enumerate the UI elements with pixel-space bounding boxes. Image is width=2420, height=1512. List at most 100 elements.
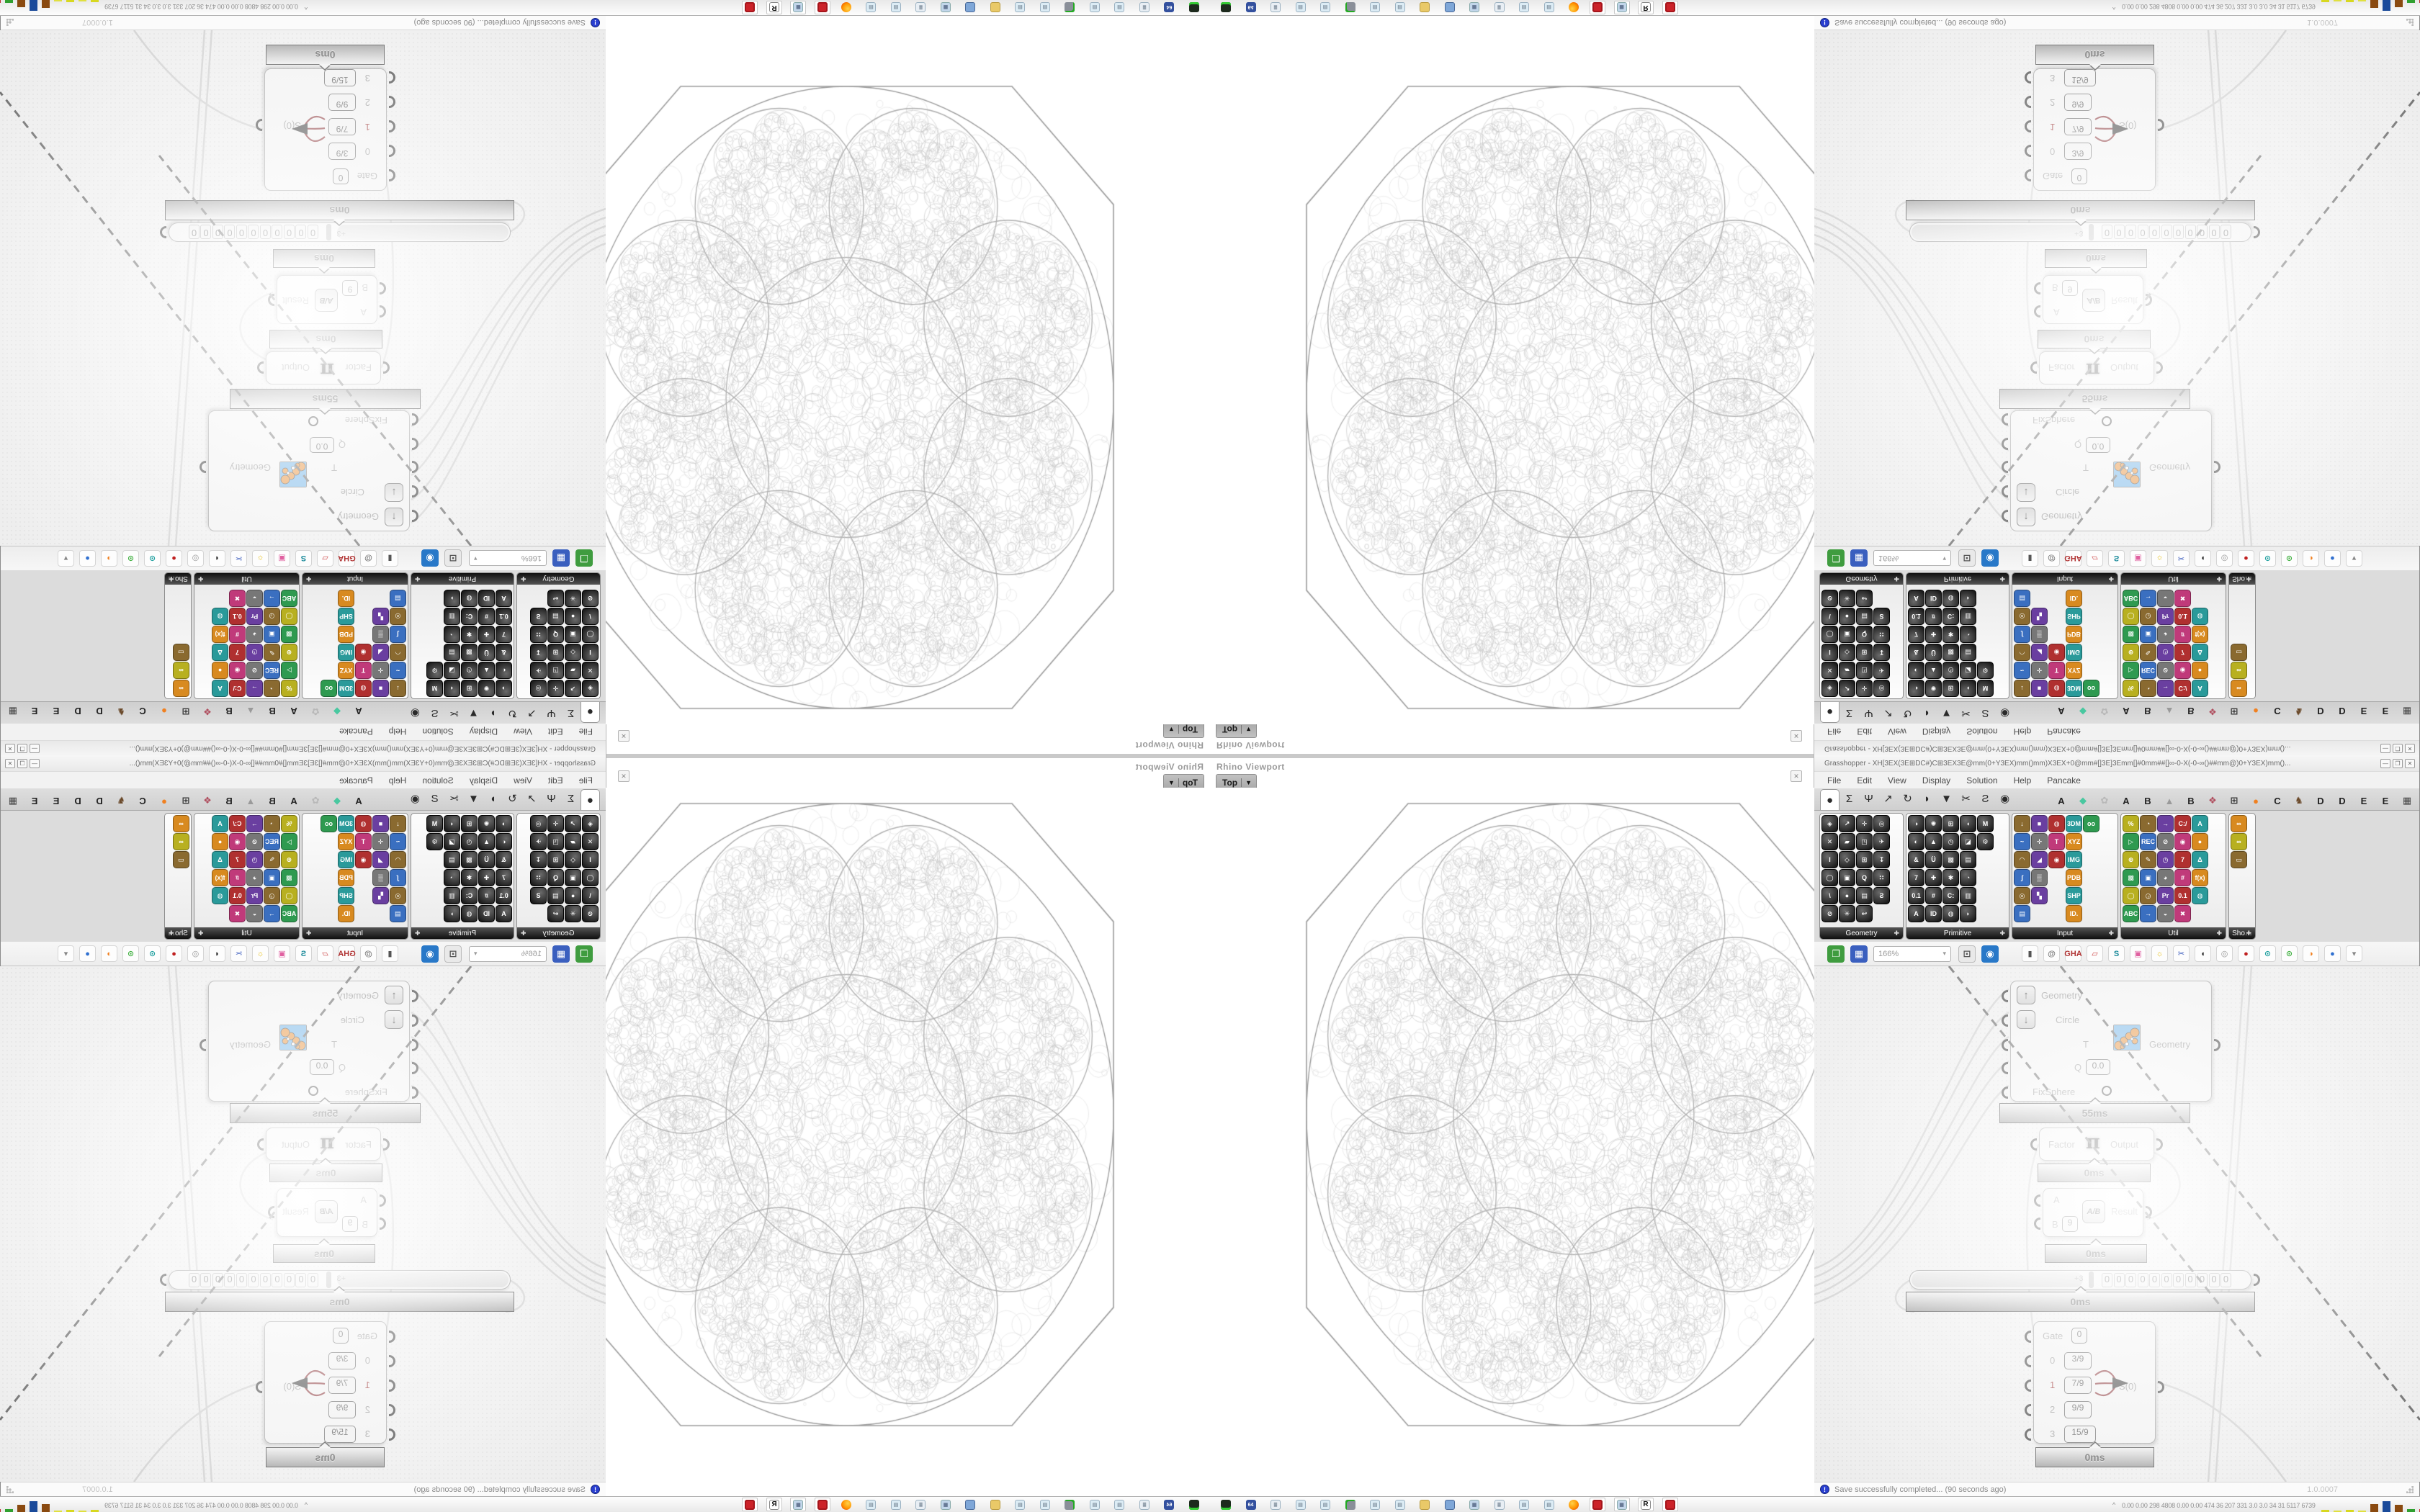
component-icon[interactable]: ✛ <box>1856 815 1873 832</box>
plugin-tab-1[interactable]: ◆ <box>2079 795 2087 806</box>
viewport-tab-top[interactable]: Top ▼ <box>1162 774 1204 788</box>
plugin-tab-11[interactable]: ♞ <box>2295 795 2303 806</box>
viewport-tab-top[interactable]: Top ▼ <box>1162 724 1204 738</box>
component-icon[interactable]: ✕ <box>1821 833 1838 850</box>
preview-eye-icon[interactable]: ◉ <box>1981 945 1999 963</box>
taskbar-icon-computer[interactable] <box>1444 1499 1456 1511</box>
component-icon[interactable]: ⊕ <box>281 851 297 868</box>
component-icon[interactable]: ◍ <box>461 590 478 607</box>
plugin-tab-6[interactable]: B <box>225 795 233 806</box>
component-icon[interactable]: I <box>582 644 599 661</box>
component-icon[interactable]: # <box>1925 608 1942 625</box>
component-icon[interactable]: Pr <box>246 608 263 625</box>
component-icon[interactable]: ◷ <box>461 833 478 850</box>
category-tab-6[interactable]: ▼ <box>1941 792 1952 805</box>
palette-group-label[interactable]: Primitive ✚ <box>411 573 514 585</box>
component-icon[interactable]: ∞ <box>2231 680 2247 697</box>
menu-display[interactable]: Display <box>469 775 498 786</box>
component-icon[interactable]: ▤ <box>1856 887 1873 904</box>
category-tab-2[interactable]: Ψ <box>547 707 556 720</box>
component-icon[interactable]: ✕ <box>1821 662 1838 679</box>
component-icon[interactable]: ◷ <box>246 644 263 661</box>
component-icon[interactable]: → <box>264 905 280 922</box>
component-icon[interactable]: C: <box>1942 887 1959 904</box>
taskbar-icon-notepad[interactable]: ▤ <box>1039 1499 1051 1511</box>
component-icon[interactable]: ◔ <box>264 680 280 697</box>
component-icon[interactable]: ID. <box>2066 905 2082 922</box>
component-icon[interactable]: → <box>246 680 263 697</box>
component-icon[interactable]: f(x) <box>212 626 228 643</box>
taskbar-running-icon-rhino[interactable]: R <box>766 1498 782 1511</box>
plugin-tab-14[interactable]: E <box>2360 706 2367 717</box>
taskbar-running-icon-rhino[interactable]: R <box>766 1 782 14</box>
taskbar-running-icon-addon[interactable] <box>1662 1 1678 14</box>
zoom-level-field[interactable]: 166% ▾ <box>469 945 547 962</box>
zoom-extents-icon[interactable]: ⊡ <box>1958 945 1976 963</box>
close-button[interactable]: ✕ <box>5 759 15 768</box>
taskbar-icon-notepad[interactable]: ▤ <box>890 1499 902 1511</box>
component-icon[interactable]: ✈ <box>530 833 547 850</box>
category-tab-9[interactable]: ◉ <box>1999 707 2010 719</box>
tray-expand-icon[interactable]: ^ <box>304 4 308 11</box>
component-icon[interactable]: ◐ <box>496 833 512 850</box>
category-tab-2[interactable]: Ψ <box>547 792 556 805</box>
component-icon[interactable]: ▤ <box>390 590 406 607</box>
component-icon[interactable]: ▣ <box>264 626 280 643</box>
component-icon[interactable]: # <box>1925 887 1942 904</box>
resize-grip[interactable] <box>6 19 14 27</box>
zoom-extents-icon[interactable]: ⊡ <box>444 549 462 567</box>
object-finder-icon[interactable]: S <box>2108 550 2125 567</box>
component-icon[interactable]: f(x) <box>2192 869 2208 886</box>
component-icon[interactable]: ◶ <box>264 887 280 904</box>
expand-plus-icon[interactable]: ✚ <box>415 575 421 583</box>
palette-group-label[interactable]: Primitive ✚ <box>1906 927 2009 939</box>
open-file-icon[interactable]: ❐ <box>575 945 593 963</box>
taskbar-icon-script[interactable]: ≣ <box>1494 1499 1505 1511</box>
taskbar-icon-script[interactable]: ≣ <box>915 1 927 13</box>
component-icon[interactable]: ◳ <box>1856 662 1873 679</box>
taskbar-running-icon-calc[interactable]: ▦ <box>790 1498 807 1511</box>
component-icon[interactable]: ▭ <box>2231 851 2247 868</box>
taskbar-icon-drive[interactable] <box>1220 1 1232 13</box>
taskbar-icon-firefox[interactable] <box>841 1 852 13</box>
taskbar-icon-floppy[interactable]: 64 <box>1245 1 1257 13</box>
component-icon[interactable]: ▰ <box>1839 833 1855 850</box>
component-icon[interactable]: # <box>229 869 246 886</box>
component-icon[interactable]: ▤ <box>444 644 460 661</box>
component-icon[interactable]: ~ <box>2014 662 2030 679</box>
plugin-tab-2[interactable]: ✿ <box>311 706 320 717</box>
taskbar-icon-computer[interactable] <box>965 1 977 13</box>
component-icon[interactable]: ◯ <box>582 626 599 643</box>
taskbar-icon-notepad[interactable]: ▤ <box>866 1 877 13</box>
component-icon[interactable]: ∫ <box>390 869 406 886</box>
category-tab-4[interactable]: ↻ <box>1903 793 1912 805</box>
component-icon[interactable]: ∞ <box>173 833 189 850</box>
component-icon[interactable]: ◷ <box>246 851 263 868</box>
category-tab-0[interactable]: ● <box>1820 789 1839 810</box>
grasshopper-canvas[interactable]: ↑ ↓ Geometry Circle T Q 0.0 FixSphere <box>1814 966 2420 1482</box>
component-icon[interactable]: ✛ <box>2031 662 2048 679</box>
palette-group-label[interactable]: Geometry ✚ <box>1820 573 1903 585</box>
expand-plus-icon[interactable]: ✚ <box>1999 929 2005 937</box>
taskbar-icon-firefox[interactable] <box>841 1499 852 1511</box>
component-icon[interactable]: 3DM <box>2066 680 2082 697</box>
component-icon[interactable]: 7 <box>229 644 246 661</box>
component-icon[interactable]: ◯ <box>582 869 599 886</box>
plugin-tab-15[interactable]: E <box>31 795 38 806</box>
component-icon[interactable]: ◍ <box>2048 680 2065 697</box>
plugin-tab-8[interactable]: ⊞ <box>182 795 190 806</box>
component-icon[interactable]: ▲ <box>478 662 495 679</box>
component-icon[interactable]: Δ <box>212 851 228 868</box>
maximize-button[interactable]: ❐ <box>2393 744 2403 753</box>
taskbar-icon-notepad[interactable]: ▤ <box>1518 1499 1530 1511</box>
taskbar-icon-script[interactable]: ≣ <box>1139 1499 1150 1511</box>
component-icon[interactable]: ▥ <box>1960 608 1976 625</box>
component-icon[interactable]: ▣ <box>565 869 581 886</box>
component-icon[interactable]: ◍ <box>212 887 228 904</box>
component-icon[interactable]: ◉ <box>229 662 246 679</box>
component-icon[interactable]: ◗ <box>1960 590 1976 607</box>
category-tab-7[interactable]: ✂ <box>1961 707 1971 719</box>
component-icon[interactable]: T <box>355 833 372 850</box>
component-icon[interactable]: ◠ <box>390 851 406 868</box>
component-icon[interactable]: ✱ <box>1942 869 1959 886</box>
